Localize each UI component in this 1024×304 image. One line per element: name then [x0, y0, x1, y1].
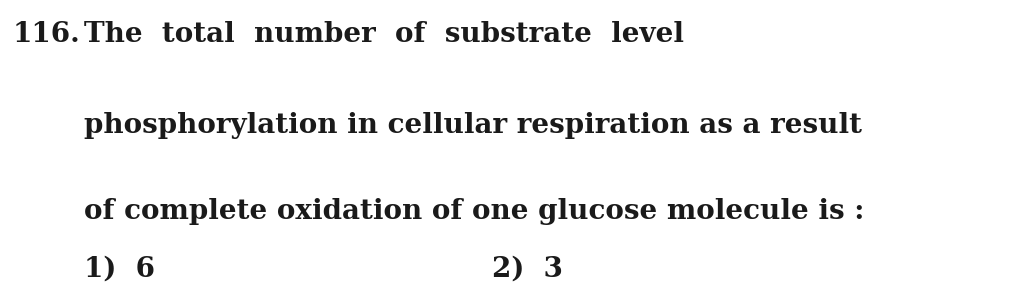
Text: The  total  number  of  substrate  level: The total number of substrate level: [84, 21, 684, 48]
Text: of complete oxidation of one glucose molecule is :: of complete oxidation of one glucose mol…: [84, 198, 864, 225]
Text: 2)  3: 2) 3: [492, 255, 562, 282]
Text: 116.: 116.: [12, 21, 80, 48]
Text: phosphorylation in cellular respiration as a result: phosphorylation in cellular respiration …: [84, 112, 862, 140]
Text: 1)  6: 1) 6: [84, 255, 155, 282]
